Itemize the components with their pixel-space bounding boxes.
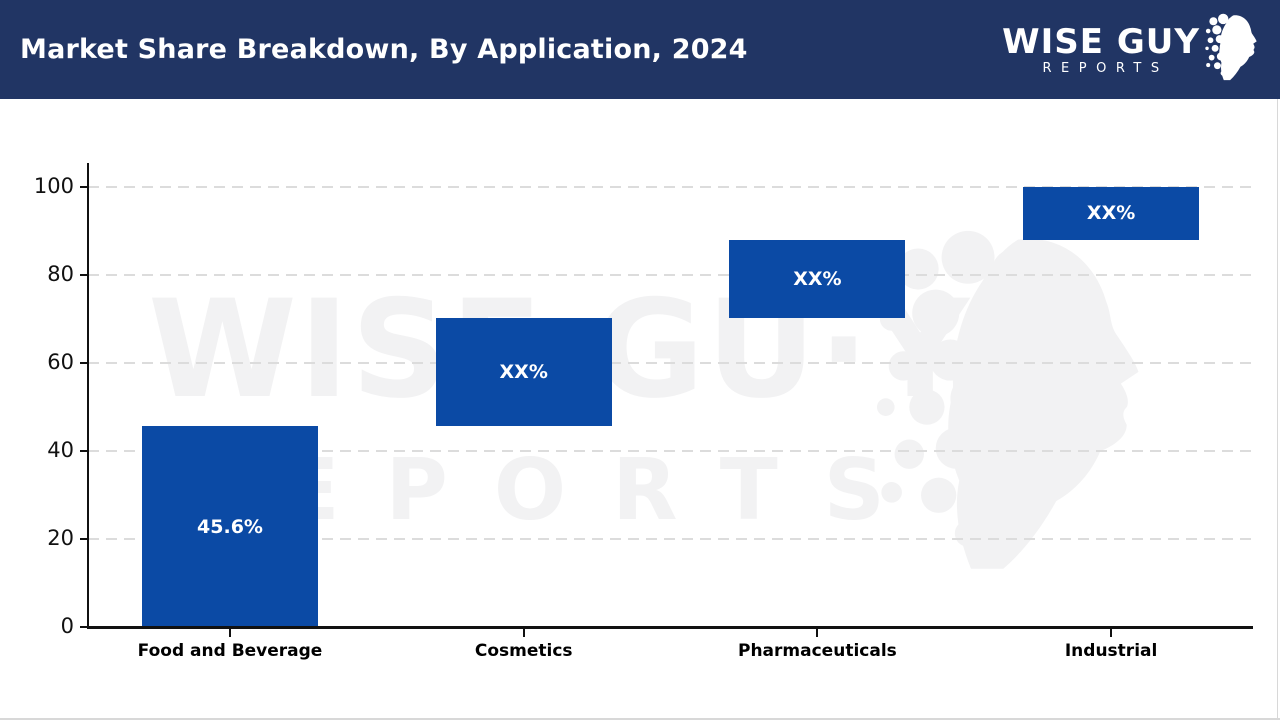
chart-title: Market Share Breakdown, By Application, …: [20, 34, 748, 65]
x-tick: [1110, 629, 1113, 637]
gridline: [88, 186, 1253, 188]
x-category-label: Food and Beverage: [137, 641, 323, 661]
bar-Pharmaceuticals: XX%: [729, 239, 906, 319]
x-tick: [816, 629, 819, 637]
header: Market Share Breakdown, By Application, …: [0, 0, 1280, 99]
y-tick-label: 0: [60, 614, 74, 638]
x-category-label: Cosmetics: [474, 641, 573, 661]
brand-wordmark-line2: REPORTS: [1042, 60, 1169, 76]
bar-value-label: 45.6%: [197, 515, 263, 538]
brand-wordmark-line1: WISE GUY: [1002, 21, 1200, 62]
brand-wordmark: WISE GUY REPORTS: [1002, 25, 1200, 75]
bar-value-label: XX%: [1086, 202, 1136, 225]
x-tick: [229, 629, 231, 637]
page-right-border: [1277, 99, 1278, 720]
y-tick: [80, 626, 88, 628]
gridline: [88, 450, 1253, 452]
x-tick: [522, 629, 525, 637]
bar-value-label: XX%: [499, 361, 548, 384]
y-tick: [80, 450, 88, 452]
bar-Food and Beverage: 45.6%: [142, 426, 318, 627]
gridline: [88, 362, 1253, 364]
bar-Industrial: XX%: [1023, 187, 1200, 240]
brand-head-icon: [1204, 12, 1262, 87]
y-tick-label: 80: [47, 262, 74, 286]
y-tick-label: 40: [47, 438, 74, 462]
brand-logo: WISE GUY REPORTS: [1002, 12, 1262, 87]
y-tick: [80, 274, 88, 276]
x-category-label: Pharmaceuticals: [738, 641, 897, 661]
y-tick-label: 20: [47, 526, 74, 550]
page-bottom-border: [0, 718, 1280, 720]
y-tick: [80, 186, 88, 188]
watermark-head-icon: [868, 222, 1168, 604]
y-tick: [80, 538, 88, 540]
bar-Cosmetics: XX%: [435, 318, 612, 427]
y-tick-label: 60: [47, 350, 74, 374]
y-axis-line: [87, 163, 89, 629]
gridline: [88, 274, 1253, 276]
x-axis-line: [87, 626, 1253, 629]
y-tick: [80, 362, 88, 364]
x-category-label: Industrial: [1064, 641, 1158, 661]
bar-value-label: XX%: [793, 267, 842, 290]
gridline: [88, 538, 1253, 540]
y-tick-label: 100: [33, 174, 74, 198]
